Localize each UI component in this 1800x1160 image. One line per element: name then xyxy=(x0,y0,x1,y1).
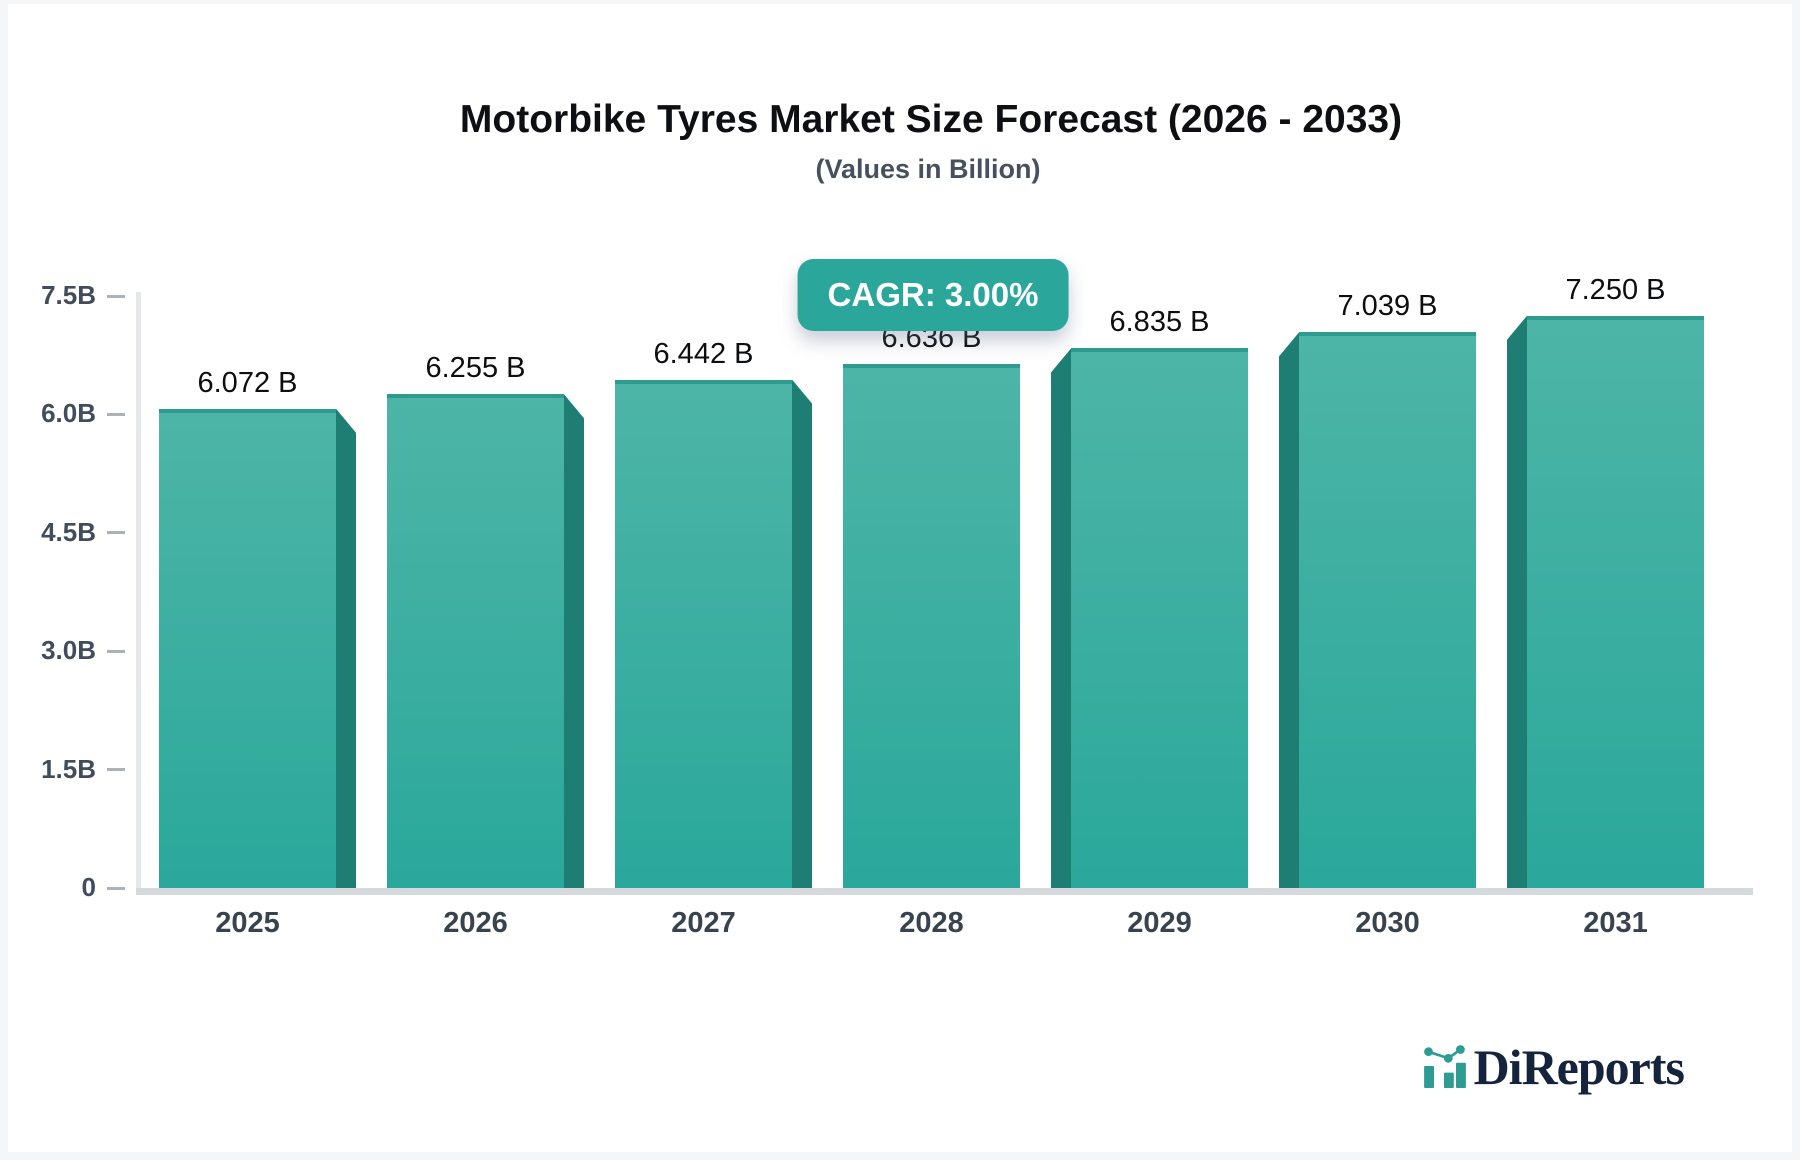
y-axis-tick xyxy=(107,649,125,653)
chart-title: Motorbike Tyres Market Size Forecast (20… xyxy=(459,98,1403,141)
y-axis-tick xyxy=(107,768,125,772)
bar-3d-side-2030 xyxy=(1279,332,1299,888)
y-axis-tick xyxy=(107,886,125,890)
bar-3d-side-2029 xyxy=(1051,348,1071,888)
x-axis-label-2026: 2026 xyxy=(443,907,508,939)
bar-chart-trend-icon xyxy=(1423,1045,1466,1088)
y-axis-tick-label: 7.5B xyxy=(41,280,96,310)
bar-value-label-2025: 6.072 B xyxy=(197,366,298,399)
x-axis-label-2025: 2025 xyxy=(215,907,280,939)
chart-card: Motorbike Tyres Market Size Forecast (20… xyxy=(8,4,1792,1152)
x-axis-label-2031: 2031 xyxy=(1583,907,1648,939)
bar-value-label-2027: 6.442 B xyxy=(653,337,754,370)
y-axis-line xyxy=(136,292,141,888)
y-axis-tick xyxy=(107,531,125,535)
bar-3d-side-2025 xyxy=(336,408,356,888)
x-axis-label-2028: 2028 xyxy=(899,907,964,939)
x-axis-label-2027: 2027 xyxy=(671,907,736,939)
bar-3d-side-2026 xyxy=(564,394,584,888)
bar-face-2030[interactable] xyxy=(1299,332,1476,888)
bar-value-label-2026: 6.255 B xyxy=(425,352,526,385)
bar-value-label-2029: 6.835 B xyxy=(1109,306,1210,339)
cagr-badge: CAGR: 3.00% xyxy=(797,259,1069,331)
bar-face-2025[interactable] xyxy=(159,408,336,888)
bar-3d-side-2031 xyxy=(1507,315,1527,888)
y-axis-tick-label: 1.5B xyxy=(41,753,96,784)
bar-face-2028[interactable] xyxy=(843,364,1020,888)
x-axis-baseline xyxy=(136,888,1753,895)
y-axis-tick-label: 3.0B xyxy=(41,635,96,666)
x-axis-label-2029: 2029 xyxy=(1127,907,1192,939)
direports-logo-text: DiReports xyxy=(1473,1039,1685,1095)
chart-subtitle: (Values in Billion) xyxy=(815,154,1041,184)
x-axis-label-2030: 2030 xyxy=(1355,907,1420,939)
y-axis-tick-label: 0 xyxy=(81,872,96,902)
y-axis-tick xyxy=(107,412,125,416)
y-axis-tick-label: 6.0B xyxy=(41,398,96,429)
bar-value-label-2031: 7.250 B xyxy=(1565,273,1666,306)
bar-face-2031[interactable] xyxy=(1527,315,1704,888)
bar-value-label-2030: 7.039 B xyxy=(1337,290,1438,323)
bar-3d-side-2027 xyxy=(792,379,812,888)
y-axis-tick-label: 4.5B xyxy=(41,516,96,547)
y-axis-tick xyxy=(107,294,125,298)
bar-face-2029[interactable] xyxy=(1071,348,1248,888)
bar-face-2026[interactable] xyxy=(387,394,564,888)
bar-chart: 0 1.5B 3.0B 4.5B 6.0B 7.5B 6.072 B 2025 6.255 B 2… xyxy=(8,4,1800,1160)
direports-logo: DiReports xyxy=(1423,1039,1685,1095)
bar-face-2027[interactable] xyxy=(615,379,792,888)
